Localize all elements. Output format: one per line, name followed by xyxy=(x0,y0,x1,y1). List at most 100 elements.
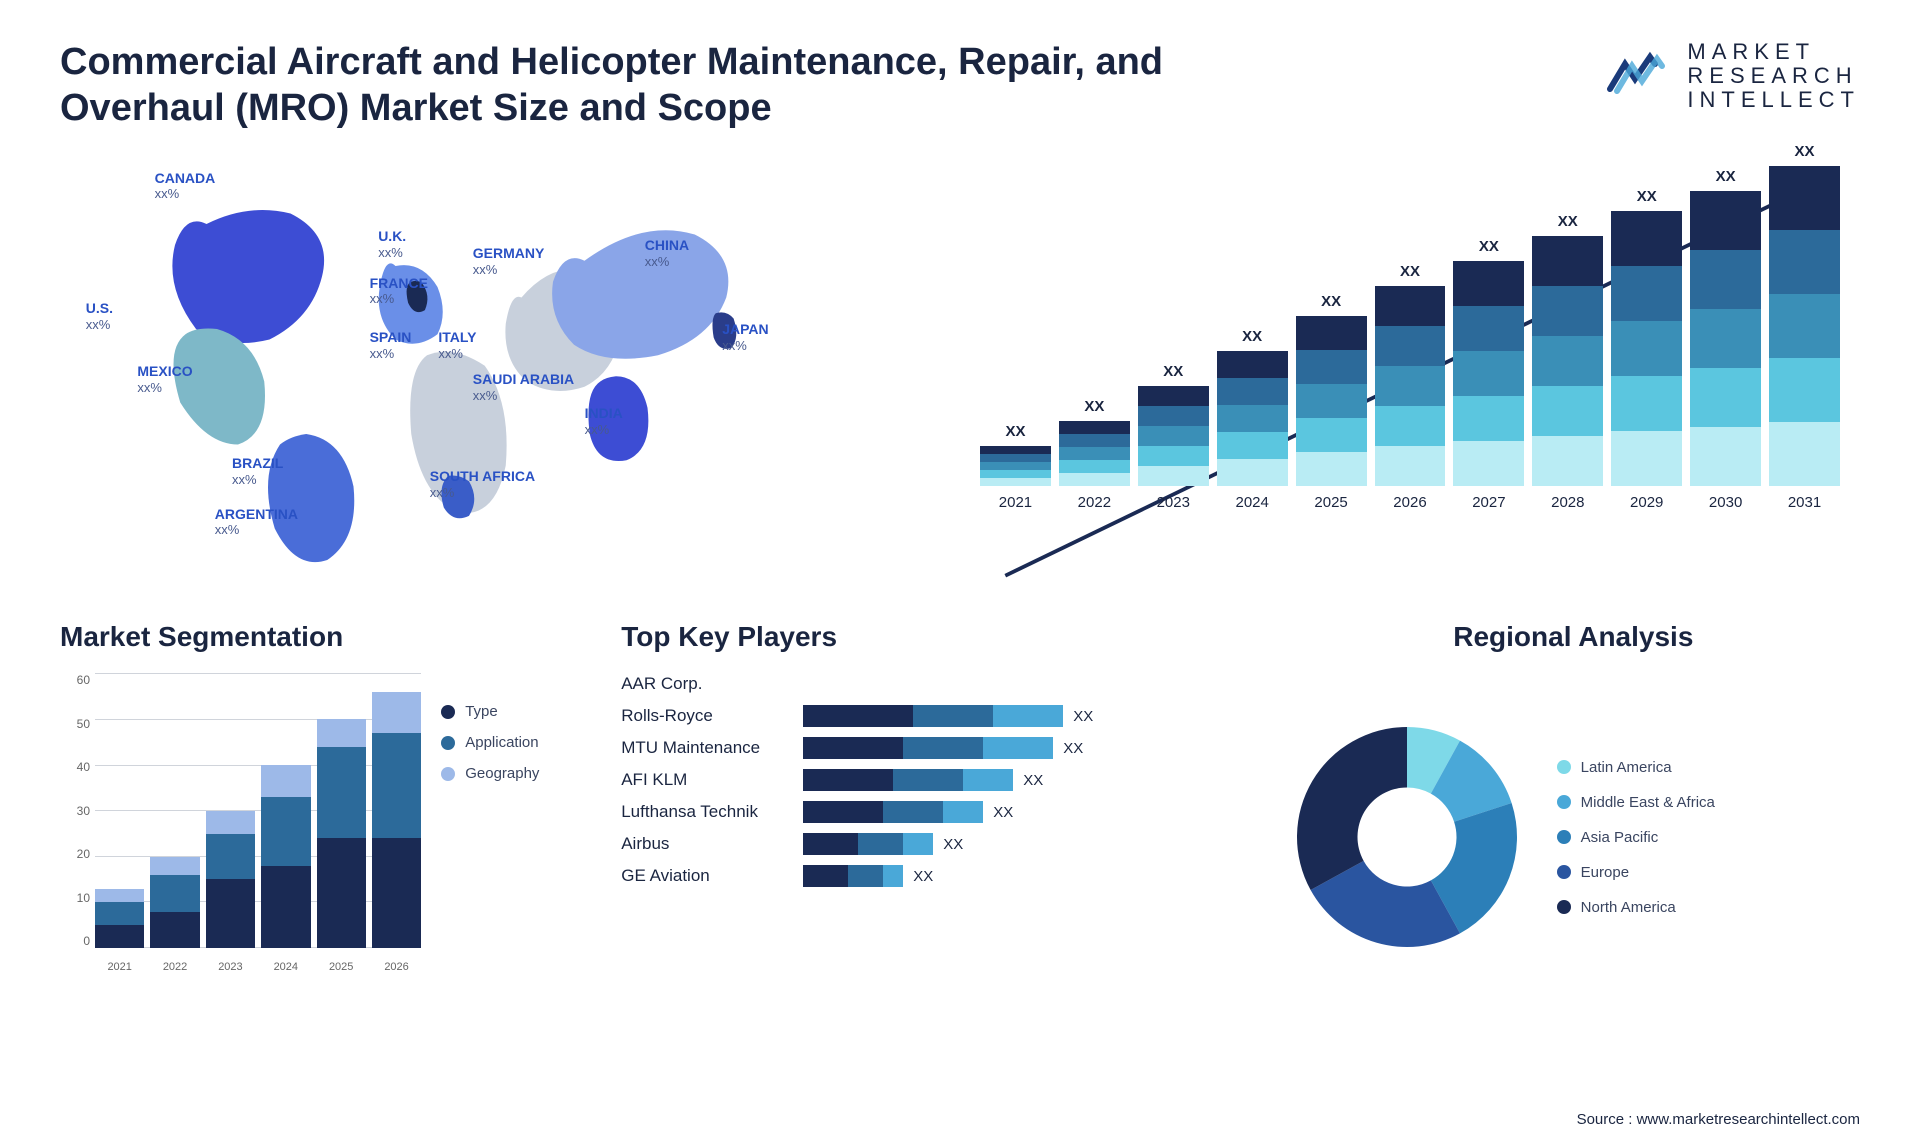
legend-item: Latin America xyxy=(1557,759,1715,776)
logo-text-2: RESEARCH xyxy=(1687,64,1860,88)
growth-bar: XX 2027 xyxy=(1453,238,1524,511)
legend-label: Type xyxy=(465,703,498,720)
player-bar xyxy=(803,801,983,823)
player-name: Airbus xyxy=(621,834,791,854)
seg-xlabel: 2021 xyxy=(95,961,144,973)
legend-label: Application xyxy=(465,734,538,751)
country-label: INDIAxx% xyxy=(585,405,623,437)
legend-item: North America xyxy=(1557,899,1715,916)
legend-label: North America xyxy=(1581,899,1676,916)
growth-bar-label: XX xyxy=(1400,263,1420,280)
seg-xlabel: 2026 xyxy=(372,961,421,973)
growth-bar-label: XX xyxy=(1005,423,1025,440)
legend-item: Type xyxy=(441,703,581,720)
country-label: JAPANxx% xyxy=(722,321,768,353)
world-map-panel: CANADAxx% U.S.xx% MEXICOxx% BRAZILxx% ARGENT… xyxy=(60,161,920,581)
regional-title: Regional Analysis xyxy=(1287,621,1860,653)
legend-dot xyxy=(1557,900,1571,914)
growth-bar: XX 2028 xyxy=(1532,213,1603,511)
country-label: FRANCExx% xyxy=(370,275,428,307)
seg-ytick: 10 xyxy=(60,891,90,905)
growth-bar: XX 2026 xyxy=(1375,263,1446,511)
growth-bar-year: 2028 xyxy=(1551,494,1584,511)
country-label: SPAINxx% xyxy=(370,329,412,361)
growth-bar-year: 2031 xyxy=(1788,494,1821,511)
player-bar xyxy=(803,769,1013,791)
growth-bar-year: 2027 xyxy=(1472,494,1505,511)
growth-bar-year: 2029 xyxy=(1630,494,1663,511)
player-value: XX xyxy=(1073,708,1093,725)
growth-bar-year: 2026 xyxy=(1393,494,1426,511)
growth-bar: XX 2030 xyxy=(1690,168,1761,511)
legend-item: Middle East & Africa xyxy=(1557,794,1715,811)
player-name: AAR Corp. xyxy=(621,674,791,694)
growth-bar-label: XX xyxy=(1637,188,1657,205)
seg-bar xyxy=(95,889,144,949)
player-row: GE Aviation XX xyxy=(621,865,1246,887)
player-bar xyxy=(803,865,903,887)
growth-bar-label: XX xyxy=(1716,168,1736,185)
seg-xlabel: 2022 xyxy=(150,961,199,973)
players-panel: Top Key Players AAR Corp. Rolls-Royce XX… xyxy=(621,621,1246,1001)
growth-bar-label: XX xyxy=(1084,398,1104,415)
country-label: SAUDI ARABIAxx% xyxy=(473,371,574,403)
seg-bar xyxy=(206,811,255,948)
growth-bar: XX 2023 xyxy=(1138,363,1209,511)
player-row: AFI KLM XX xyxy=(621,769,1246,791)
growth-bar-year: 2030 xyxy=(1709,494,1742,511)
segmentation-title: Market Segmentation xyxy=(60,621,581,653)
donut-slice xyxy=(1297,727,1407,890)
country-label: U.K.xx% xyxy=(378,228,406,260)
legend-label: Asia Pacific xyxy=(1581,829,1659,846)
growth-bar: XX 2022 xyxy=(1059,398,1130,511)
seg-ytick: 30 xyxy=(60,804,90,818)
player-bar xyxy=(803,833,933,855)
player-row: AAR Corp. xyxy=(621,673,1246,695)
legend-dot xyxy=(441,767,455,781)
growth-bar-label: XX xyxy=(1795,143,1815,160)
legend-dot xyxy=(1557,830,1571,844)
legend-dot xyxy=(1557,865,1571,879)
seg-ytick: 20 xyxy=(60,847,90,861)
seg-bar xyxy=(317,719,366,948)
growth-bar: XX 2031 xyxy=(1769,143,1840,511)
country-label: MEXICOxx% xyxy=(137,363,192,395)
legend-dot xyxy=(1557,760,1571,774)
seg-ytick: 60 xyxy=(60,673,90,687)
seg-xlabel: 2023 xyxy=(206,961,255,973)
player-row: Lufthansa Technik XX xyxy=(621,801,1246,823)
player-row: Rolls-Royce XX xyxy=(621,705,1246,727)
player-name: Lufthansa Technik xyxy=(621,802,791,822)
growth-bar-label: XX xyxy=(1163,363,1183,380)
player-name: Rolls-Royce xyxy=(621,706,791,726)
legend-label: Middle East & Africa xyxy=(1581,794,1715,811)
source-line: Source : www.marketresearchintellect.com xyxy=(1577,1111,1860,1128)
player-name: AFI KLM xyxy=(621,770,791,790)
growth-bar: XX 2024 xyxy=(1217,328,1288,511)
player-value: XX xyxy=(1023,772,1043,789)
seg-xlabel: 2025 xyxy=(317,961,366,973)
legend-item: Europe xyxy=(1557,864,1715,881)
country-label: U.S.xx% xyxy=(86,300,113,332)
seg-bar xyxy=(150,857,199,949)
player-row: Airbus XX xyxy=(621,833,1246,855)
growth-bar-label: XX xyxy=(1321,293,1341,310)
country-label: BRAZILxx% xyxy=(232,455,283,487)
legend-dot xyxy=(441,736,455,750)
player-name: GE Aviation xyxy=(621,866,791,886)
country-label: CANADAxx% xyxy=(155,170,216,202)
seg-xlabel: 2024 xyxy=(261,961,310,973)
seg-ytick: 50 xyxy=(60,717,90,731)
growth-chart-panel: XX 2021 XX 2022 XX 2023 XX 2024 XX 2025 … xyxy=(960,161,1860,581)
legend-item: Geography xyxy=(441,765,581,782)
legend-dot xyxy=(441,705,455,719)
page-title: Commercial Aircraft and Helicopter Maint… xyxy=(60,40,1260,131)
player-bar xyxy=(803,705,1063,727)
country-label: ARGENTINAxx% xyxy=(215,506,298,538)
growth-bar-label: XX xyxy=(1479,238,1499,255)
player-value: XX xyxy=(913,868,933,885)
country-label: CHINAxx% xyxy=(645,237,689,269)
seg-ytick: 40 xyxy=(60,760,90,774)
legend-dot xyxy=(1557,795,1571,809)
player-bar xyxy=(803,737,1053,759)
